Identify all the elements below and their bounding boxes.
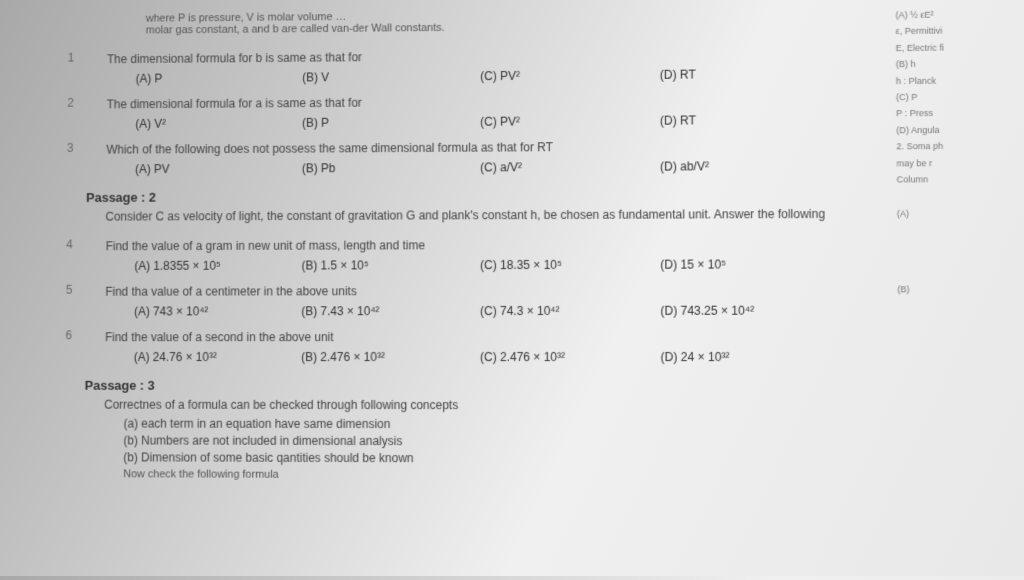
passage-3-title: Passage : 3 bbox=[85, 378, 990, 394]
p3-sub-c: (b) Dimension of some basic qantities sh… bbox=[123, 450, 990, 466]
passage-3-text: Correctnes of a formula can be checked t… bbox=[104, 397, 868, 415]
q6-opt-c: (C) 2.476 × 10³² bbox=[480, 350, 661, 364]
right-page-edge: (A) ½ εE² ε, Permittivi E, Electric fi (… bbox=[895, 5, 989, 298]
q1-text: The dimensional formula for b is same as… bbox=[107, 50, 362, 66]
q3-opt-a: (A) PV bbox=[135, 161, 302, 176]
edge-text: h : Planck bbox=[896, 73, 988, 88]
p3-sub-a: (a) each term in an equation have same d… bbox=[124, 416, 991, 432]
question-6: 6 Find the value of a second in the abov… bbox=[46, 327, 990, 364]
q6-opt-d: (D) 24 × 10³² bbox=[661, 350, 803, 364]
edge-text: (B) h bbox=[896, 57, 988, 72]
q4-num: 4 bbox=[66, 237, 101, 251]
q5-opt-d: (D) 743.25 × 10⁴² bbox=[660, 303, 802, 317]
edge-text: 2. Soma ph bbox=[896, 139, 988, 154]
q6-num: 6 bbox=[65, 328, 100, 342]
q4-text: Find the value of a gram in new unit of … bbox=[106, 238, 425, 253]
edge-text: Column bbox=[897, 172, 989, 187]
q3-opt-b: (B) Pb bbox=[302, 161, 480, 176]
question-2: 2 The dimensional formula for a is same … bbox=[48, 89, 988, 131]
passage-2-text: Consider C as velocity of light, the con… bbox=[105, 206, 866, 226]
q2-opt-a: (A) V² bbox=[135, 116, 302, 131]
edge-text: (A) ½ εE² bbox=[895, 7, 987, 22]
q4-opt-a: (A) 1.8355 × 10⁵ bbox=[134, 258, 301, 272]
q1-num: 1 bbox=[68, 50, 103, 64]
edge-text: may be r bbox=[896, 155, 988, 170]
edge-text: (D) Angula bbox=[896, 122, 988, 137]
edge-text: ε, Permittivi bbox=[896, 24, 988, 39]
edge-text: P : Press bbox=[896, 106, 988, 121]
q2-num: 2 bbox=[67, 96, 102, 110]
passage-3-sublist: (a) each term in an equation have same d… bbox=[123, 416, 990, 466]
q4-opt-c: (C) 18.35 × 10⁵ bbox=[480, 257, 660, 271]
q5-opt-c: (C) 74.3 × 10⁴² bbox=[480, 304, 660, 318]
q4-opt-b: (B) 1.5 × 10⁵ bbox=[302, 258, 481, 272]
question-3: 3 Which of the following does not posses… bbox=[47, 136, 988, 177]
edge-text: (C) P bbox=[896, 89, 988, 104]
q1-opt-a: (A) P bbox=[136, 71, 303, 86]
question-5: 5 Find tha value of a centimeter in the … bbox=[46, 281, 989, 318]
q5-opt-b: (B) 7.43 × 10⁴² bbox=[301, 304, 480, 318]
q6-opt-a: (A) 24.76 × 10³² bbox=[134, 350, 301, 364]
q3-opt-c: (C) a/V² bbox=[480, 160, 660, 175]
q2-opt-d: (D) RT bbox=[660, 113, 801, 128]
edge-text: (B) bbox=[897, 282, 989, 297]
passage-2-title: Passage : 2 bbox=[86, 186, 988, 205]
q3-opt-d: (D) ab/V² bbox=[660, 159, 801, 174]
q2-opt-c: (C) PV² bbox=[480, 114, 660, 129]
q1-opt-c: (C) PV² bbox=[480, 68, 660, 83]
question-1: 1 The dimensional formula for b is same … bbox=[48, 43, 987, 86]
edge-text: (A) bbox=[897, 207, 989, 222]
q2-text: The dimensional formula for a is same as… bbox=[107, 96, 362, 112]
q1-opt-b: (B) V bbox=[302, 69, 480, 84]
p3-sub-b: (b) Numbers are not included in dimensio… bbox=[123, 433, 990, 449]
q5-opt-a: (A) 743 × 10⁴² bbox=[134, 304, 301, 318]
q6-opt-b: (B) 2.476 × 10³² bbox=[301, 350, 480, 364]
q4-opt-d: (D) 15 × 10⁵ bbox=[660, 257, 801, 271]
q3-num: 3 bbox=[67, 141, 102, 155]
q5-text: Find tha value of a centimeter in the ab… bbox=[105, 284, 356, 298]
q3-text: Which of the following does not possess … bbox=[106, 140, 553, 156]
q5-num: 5 bbox=[66, 283, 101, 297]
q6-text: Find the value of a second in the above … bbox=[105, 330, 334, 344]
question-4: 4 Find the value of a gram in new unit o… bbox=[47, 234, 990, 273]
q2-opt-b: (B) P bbox=[302, 115, 480, 130]
edge-text: E, Electric fi bbox=[896, 40, 988, 55]
q1-opt-d: (D) RT bbox=[660, 67, 801, 82]
p3-now-check: Now check the following formula bbox=[123, 468, 991, 483]
